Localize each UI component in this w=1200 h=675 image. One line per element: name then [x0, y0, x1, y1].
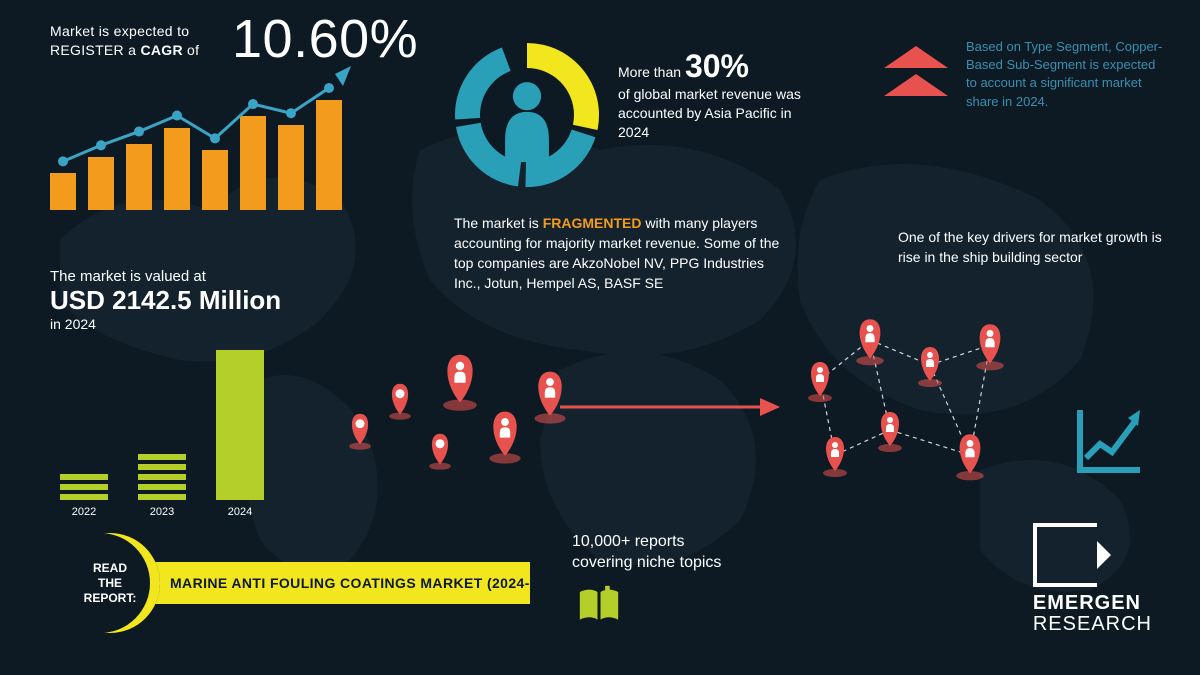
report-title: MARINE ANTI FOULING COATINGS MARKET (202…: [132, 562, 530, 604]
valuation-chart: 202220232024: [60, 345, 264, 500]
chevron-up-icon: [884, 74, 948, 96]
driver-text: One of the key drivers for market growth…: [898, 228, 1163, 267]
cagr-line1: Market is expected to: [50, 23, 189, 39]
pins-right: [780, 320, 1040, 490]
logo-line1: EMERGEN: [1033, 592, 1141, 614]
logo-line2: RESEARCH: [1033, 613, 1152, 635]
donut-chart: [452, 40, 602, 190]
reports-count-text: 10,000+ reports covering niche topics: [572, 532, 792, 574]
cagr-line2c: of: [183, 42, 199, 58]
growth-chart-icon: [1070, 400, 1150, 480]
cagr-value: 10.60%: [232, 8, 418, 70]
pins-left: [330, 340, 590, 490]
long-arrow-icon: [560, 392, 780, 422]
segment-chevrons: [884, 46, 948, 96]
valuation-sub: in 2024: [50, 316, 281, 332]
donut-lead-a: More than: [618, 64, 685, 80]
cagr-chart: [50, 80, 370, 210]
frag-prefix: The market is: [454, 215, 543, 231]
donut-center: [480, 68, 574, 162]
valuation-lead: The market is valued at: [50, 268, 281, 285]
valuation-big: USD 2142.5 Million: [50, 285, 281, 316]
chevron-up-icon: [884, 46, 948, 68]
donut-lead-b: of global market revenue was accounted b…: [618, 86, 801, 140]
report-cta[interactable]: READ THE REPORT: MARINE ANTI FOULING COA…: [60, 554, 530, 612]
infographic-canvas: Market is expected to REGISTER a CAGR of…: [0, 0, 1200, 675]
donut-text: More than 30% of global market revenue w…: [618, 48, 823, 142]
brand-logo: EMERGENRESEARCH: [1033, 523, 1152, 635]
frag-highlight: FRAGMENTED: [543, 215, 642, 231]
segment-text: Based on Type Segment, Copper-Based Sub-…: [966, 38, 1166, 111]
person-icon: [480, 68, 574, 162]
logo-mark: [1033, 523, 1097, 587]
cagr-trend-line: [50, 80, 370, 210]
cagr-line2b: CAGR: [140, 42, 182, 58]
report-circle: READ THE REPORT:: [60, 533, 160, 633]
fragmented-text: The market is FRAGMENTED with many playe…: [454, 214, 784, 294]
cagr-lead-text: Market is expected to REGISTER a CAGR of: [50, 22, 225, 60]
cagr-line2a: REGISTER a: [50, 42, 140, 58]
donut-pct: 30%: [685, 48, 749, 84]
valuation-block: The market is valued at USD 2142.5 Milli…: [50, 268, 281, 332]
book-icon: [576, 582, 622, 628]
